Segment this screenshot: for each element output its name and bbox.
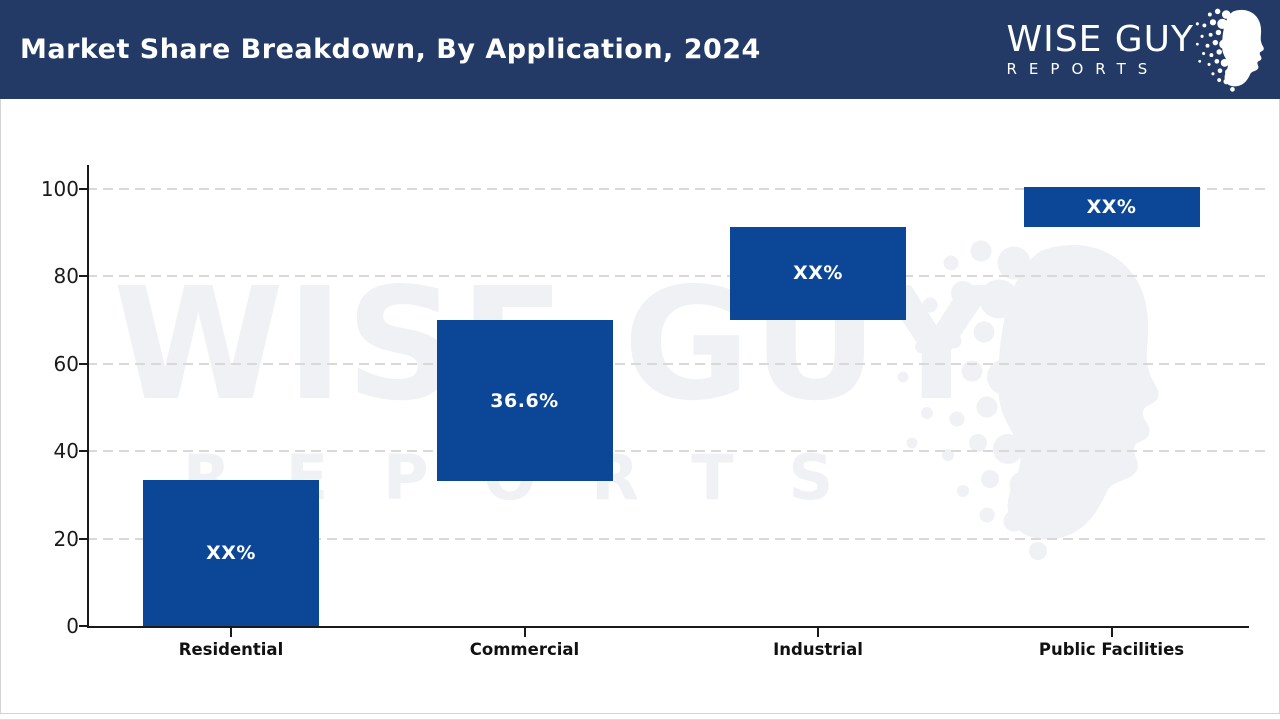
y-tick-label-60: 60	[53, 351, 79, 376]
y-tick-label-80: 80	[53, 264, 79, 288]
y-tick-label-40: 40	[53, 439, 79, 463]
y-tick-label-100: 100	[40, 176, 79, 201]
bar-residential: XX%	[143, 480, 319, 626]
x-category-label: Commercial	[469, 640, 580, 659]
logo-text-block: WISE GUY REPORTS	[1006, 18, 1195, 79]
y-tick-60	[79, 362, 87, 365]
bar-value-label: XX%	[206, 542, 256, 565]
gridline-40	[87, 450, 1265, 452]
bar-commercial: 36.6%	[436, 320, 613, 482]
y-tick-label-0: 0	[66, 614, 79, 638]
gridline-60	[87, 362, 1265, 365]
header-bar: Market Share Breakdown, By Application, …	[0, 0, 1280, 99]
chart-area: WISE GUY REPORTS 020406080100XX%Resident…	[0, 99, 1280, 714]
gridline-20	[87, 537, 1265, 540]
y-tick-40	[79, 450, 87, 452]
watermark-face-icon	[897, 240, 1159, 560]
x-category-label: Industrial	[773, 640, 863, 659]
gridline-100	[87, 187, 1265, 190]
x-tick-0	[230, 628, 232, 637]
x-category-label: Residential	[178, 640, 284, 659]
y-tick-100	[79, 187, 87, 190]
x-tick-3	[1110, 628, 1113, 637]
bar-value-label: XX%	[1086, 195, 1137, 218]
bar-public-facilities: XX%	[1023, 186, 1200, 227]
gridline-80	[87, 275, 1265, 277]
y-tick-80	[79, 275, 87, 277]
x-tick-2	[817, 628, 819, 637]
wiseguy-logo: WISE GUY REPORTS	[1007, 5, 1267, 95]
y-axis-line	[87, 165, 89, 628]
bar-industrial: XX%	[730, 226, 906, 321]
x-category-label: Public Facilities	[1038, 640, 1185, 659]
chart-title: Market Share Breakdown, By Application, …	[20, 34, 761, 65]
bar-value-label: 36.6%	[490, 389, 559, 412]
logo-wordmark: WISE GUY	[1006, 18, 1194, 60]
y-tick-0	[79, 625, 87, 627]
y-tick-20	[79, 537, 87, 540]
logo-subtext: REPORTS	[1006, 60, 1160, 79]
y-tick-label-20: 20	[53, 526, 79, 551]
logo-face-icon	[1195, 8, 1264, 92]
bar-value-label: XX%	[793, 262, 843, 285]
x-axis-line	[87, 626, 1249, 628]
x-tick-1	[523, 628, 526, 637]
